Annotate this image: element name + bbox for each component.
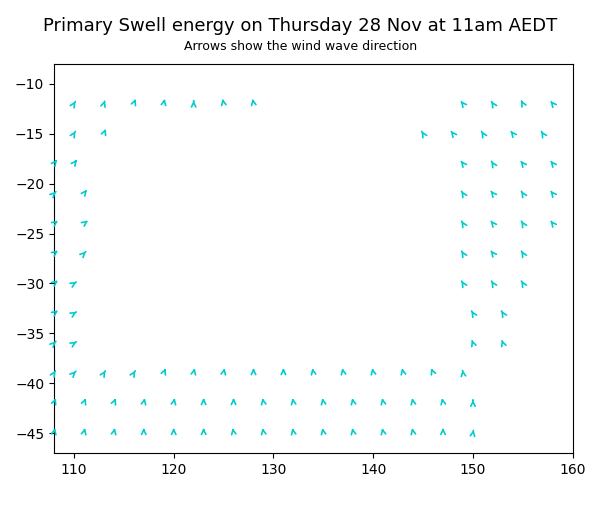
Text: Primary Swell energy on Thursday 28 Nov at 11am AEDT: Primary Swell energy on Thursday 28 Nov … (43, 17, 558, 35)
Text: Arrows show the wind wave direction: Arrows show the wind wave direction (184, 40, 417, 53)
